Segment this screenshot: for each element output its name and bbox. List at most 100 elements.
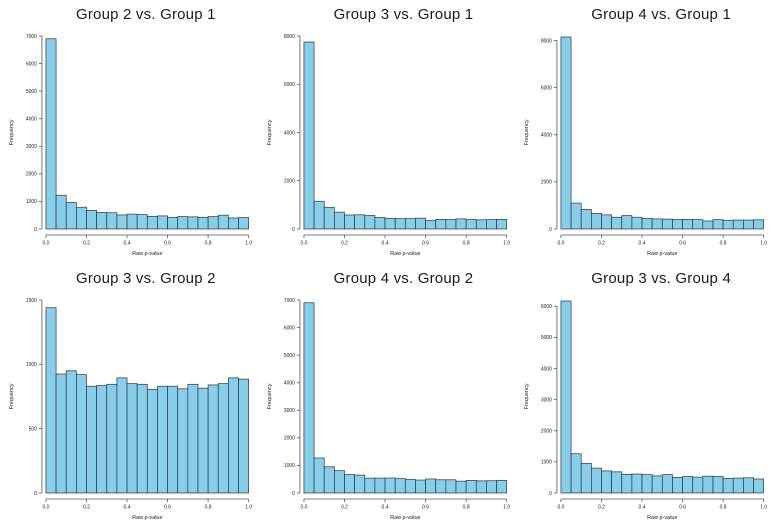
histogram-bar [611,216,623,230]
x-tick-label: 0.0 [300,240,307,246]
x-tick-label: 0.2 [83,240,90,246]
histogram-bar [733,477,745,493]
histogram-bar [743,219,755,230]
histogram-bar [753,478,765,493]
x-tick-label: 0.4 [639,240,646,246]
x-tick-label: 0.8 [462,504,469,510]
histogram-bar [238,378,250,493]
histogram-bar [723,477,734,493]
x-tick-label: 0.4 [381,240,388,246]
histogram-bar [455,218,467,230]
y-axis-title: Frequency [267,383,273,409]
histogram-panel-group2-vs-group1: Group 2 vs. Group 1 0 1000 2000 3000 4000 500… [0,0,258,264]
x-tick-label: 0.8 [205,504,212,510]
y-tick-label: 2000 [26,172,37,178]
histogram-bar [712,219,724,230]
histogram-bar [374,477,386,493]
histogram-bar [621,473,633,493]
histogram-bar [475,219,487,230]
x-axis-title: Raw p-value [647,251,677,257]
x-tick-label: 0.4 [124,240,131,246]
histogram-bar [343,473,355,493]
panel-title: Group 2 vs. Group 1 [75,6,216,23]
histogram-bar [167,385,179,493]
histogram-bar [445,478,457,493]
histogram-bar [723,219,734,230]
y-tick-label: 7000 [284,297,295,303]
x-tick-label: 0.2 [598,240,605,246]
histogram-bar [364,215,375,230]
histogram-bar [560,300,572,493]
panel-title: Group 3 vs. Group 2 [75,269,216,287]
x-tick-label: 0.8 [720,240,727,246]
y-tick-label: 6000 [541,85,552,91]
histogram-bar [404,218,416,230]
histogram-bar [116,214,128,230]
histogram-panel-group3-vs-group2: Group 3 vs. Group 2 0 500 1000 1500 0.0 0.2 0.… [0,264,258,527]
histogram-bar [384,477,396,493]
x-tick-label: 1.0 [761,240,768,246]
x-tick-label: 0.6 [164,240,171,246]
histogram-bar [571,202,582,230]
histogram-bar [414,217,426,230]
histogram-bar [106,212,118,230]
histogram-bar [601,470,613,493]
histogram-bar [86,210,97,230]
panel-title: Group 4 vs. Group 2 [333,269,474,287]
histogram-plot: 0 1000 2000 3000 4000 5000 6000 7000 0.0 0.2 0.4 0.… [267,297,510,520]
x-axis-title: Raw p-value [390,514,420,520]
histogram-bar [424,478,436,493]
y-tick-label: 4000 [541,133,552,139]
histogram-bar [642,473,653,493]
histogram-bar [86,385,97,493]
histogram-bar [146,388,158,493]
histogram-bar [157,215,168,230]
histogram-bar [75,206,87,230]
x-tick-label: 0.0 [42,504,49,510]
x-tick-label: 0.6 [164,504,171,510]
y-tick-label: 1000 [26,199,37,205]
histogram-bar [560,36,572,230]
histogram-bar [228,376,239,493]
histogram-bar [455,480,467,493]
histogram-bar [601,214,613,230]
histogram-bar [303,301,315,493]
y-tick-label: 8000 [284,34,295,40]
histogram-bar [692,219,704,230]
histogram-bar [364,477,375,493]
y-tick-label: 8000 [541,38,552,44]
histogram-bar [187,216,199,230]
histogram-bar [652,475,663,493]
histogram-bar [136,383,148,493]
y-axis-title: Frequency [524,383,530,409]
histogram-bar [435,219,446,230]
y-tick-label: 3000 [284,408,295,414]
histogram-plot: 0 2000 4000 6000 8000 0.0 0.2 0.4 0.6 0.8 1.0 Raw p… [524,36,768,257]
y-tick-label: 5000 [541,335,552,341]
histogram-bar [682,218,694,230]
histogram-bar [217,214,229,230]
histogram-bar [353,214,365,230]
x-tick-label: 0.8 [205,240,212,246]
y-tick-label: 2000 [284,435,295,441]
histogram-bar [353,474,365,493]
histogram-bar [571,452,582,493]
histogram-bar [207,384,219,493]
histogram-bar [435,478,446,493]
histogram-panel-group3-vs-group4: Group 3 vs. Group 4 0 1000 2000 3000 4000 500… [515,264,773,527]
histogram-bar [187,383,199,493]
histogram-bar [303,41,315,230]
histogram-bar [414,479,426,493]
histogram-bar [712,475,724,493]
x-tick-label: 0.4 [639,504,646,510]
histogram-bar [631,216,643,230]
histogram-plot: 0 1000 2000 3000 4000 5000 6000 7000 0.0 0.2 0.4 0.… [9,34,252,257]
y-tick-label: 6000 [284,82,295,88]
histogram-bar [96,384,108,493]
y-axis-title: Frequency [9,383,15,409]
histogram-bar [672,219,684,230]
histogram-bar [238,217,250,230]
histogram-bar [702,475,714,493]
histogram-bar [96,212,108,230]
x-tick-label: 0.4 [381,504,388,510]
